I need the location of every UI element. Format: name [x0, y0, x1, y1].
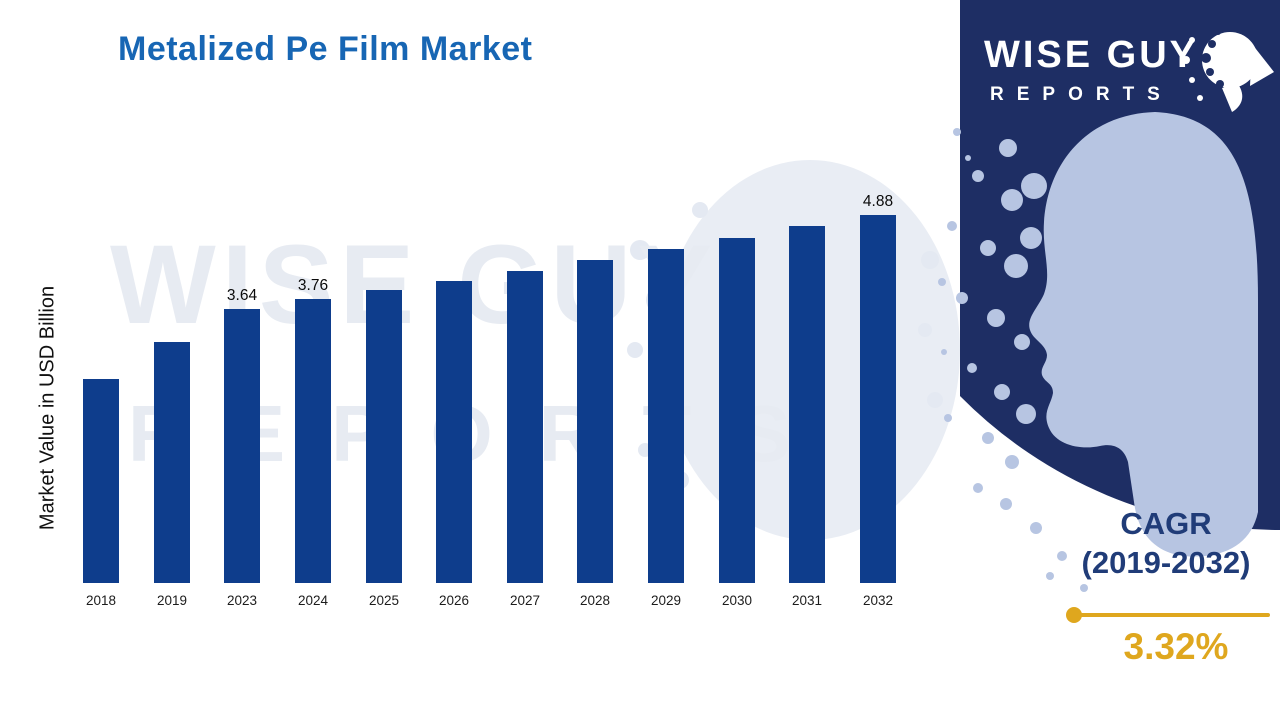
x-tick-label-2024: 2024	[297, 593, 329, 608]
bar-2023	[224, 309, 260, 583]
logo-wordmark: WISE GUY	[984, 34, 1199, 76]
x-tick-label-2028: 2028	[579, 593, 611, 608]
x-tick-label-2027: 2027	[509, 593, 541, 608]
x-tick-label-2026: 2026	[438, 593, 470, 608]
value-label-2024: 3.76	[297, 277, 329, 294]
bar-2025	[366, 290, 402, 583]
bar-2031	[789, 226, 825, 583]
cagr-underline	[1072, 613, 1270, 617]
bar-2026	[436, 281, 472, 583]
cagr-range: (2019-2032)	[1081, 545, 1251, 580]
bar-2024	[295, 299, 331, 583]
bar-2029	[648, 249, 684, 583]
x-tick-label-2023: 2023	[226, 593, 258, 608]
x-tick-label-2032: 2032	[862, 593, 894, 608]
value-label-2032: 4.88	[862, 193, 894, 210]
x-tick-label-2031: 2031	[791, 593, 823, 608]
value-label-2023: 3.64	[226, 287, 258, 304]
x-tick-label-2018: 2018	[85, 593, 117, 608]
bar-2030	[719, 238, 755, 583]
logo-subtitle: REPORTS	[990, 84, 1173, 105]
x-tick-label-2019: 2019	[156, 593, 188, 608]
cagr-label: CAGR	[1120, 506, 1212, 541]
x-tick-label-2030: 2030	[721, 593, 753, 608]
x-tick-label-2025: 2025	[368, 593, 400, 608]
bar-2019	[154, 342, 190, 583]
bar-2027	[507, 271, 543, 583]
x-tick-label-2029: 2029	[650, 593, 682, 608]
cagr-value: 3.32%	[1123, 626, 1229, 667]
bar-2018	[83, 379, 119, 583]
bar-2032	[860, 215, 896, 583]
cagr-underline-dot	[1066, 607, 1082, 623]
page-title: Metalized Pe Film Market	[118, 30, 533, 68]
bar-2028	[577, 260, 613, 583]
